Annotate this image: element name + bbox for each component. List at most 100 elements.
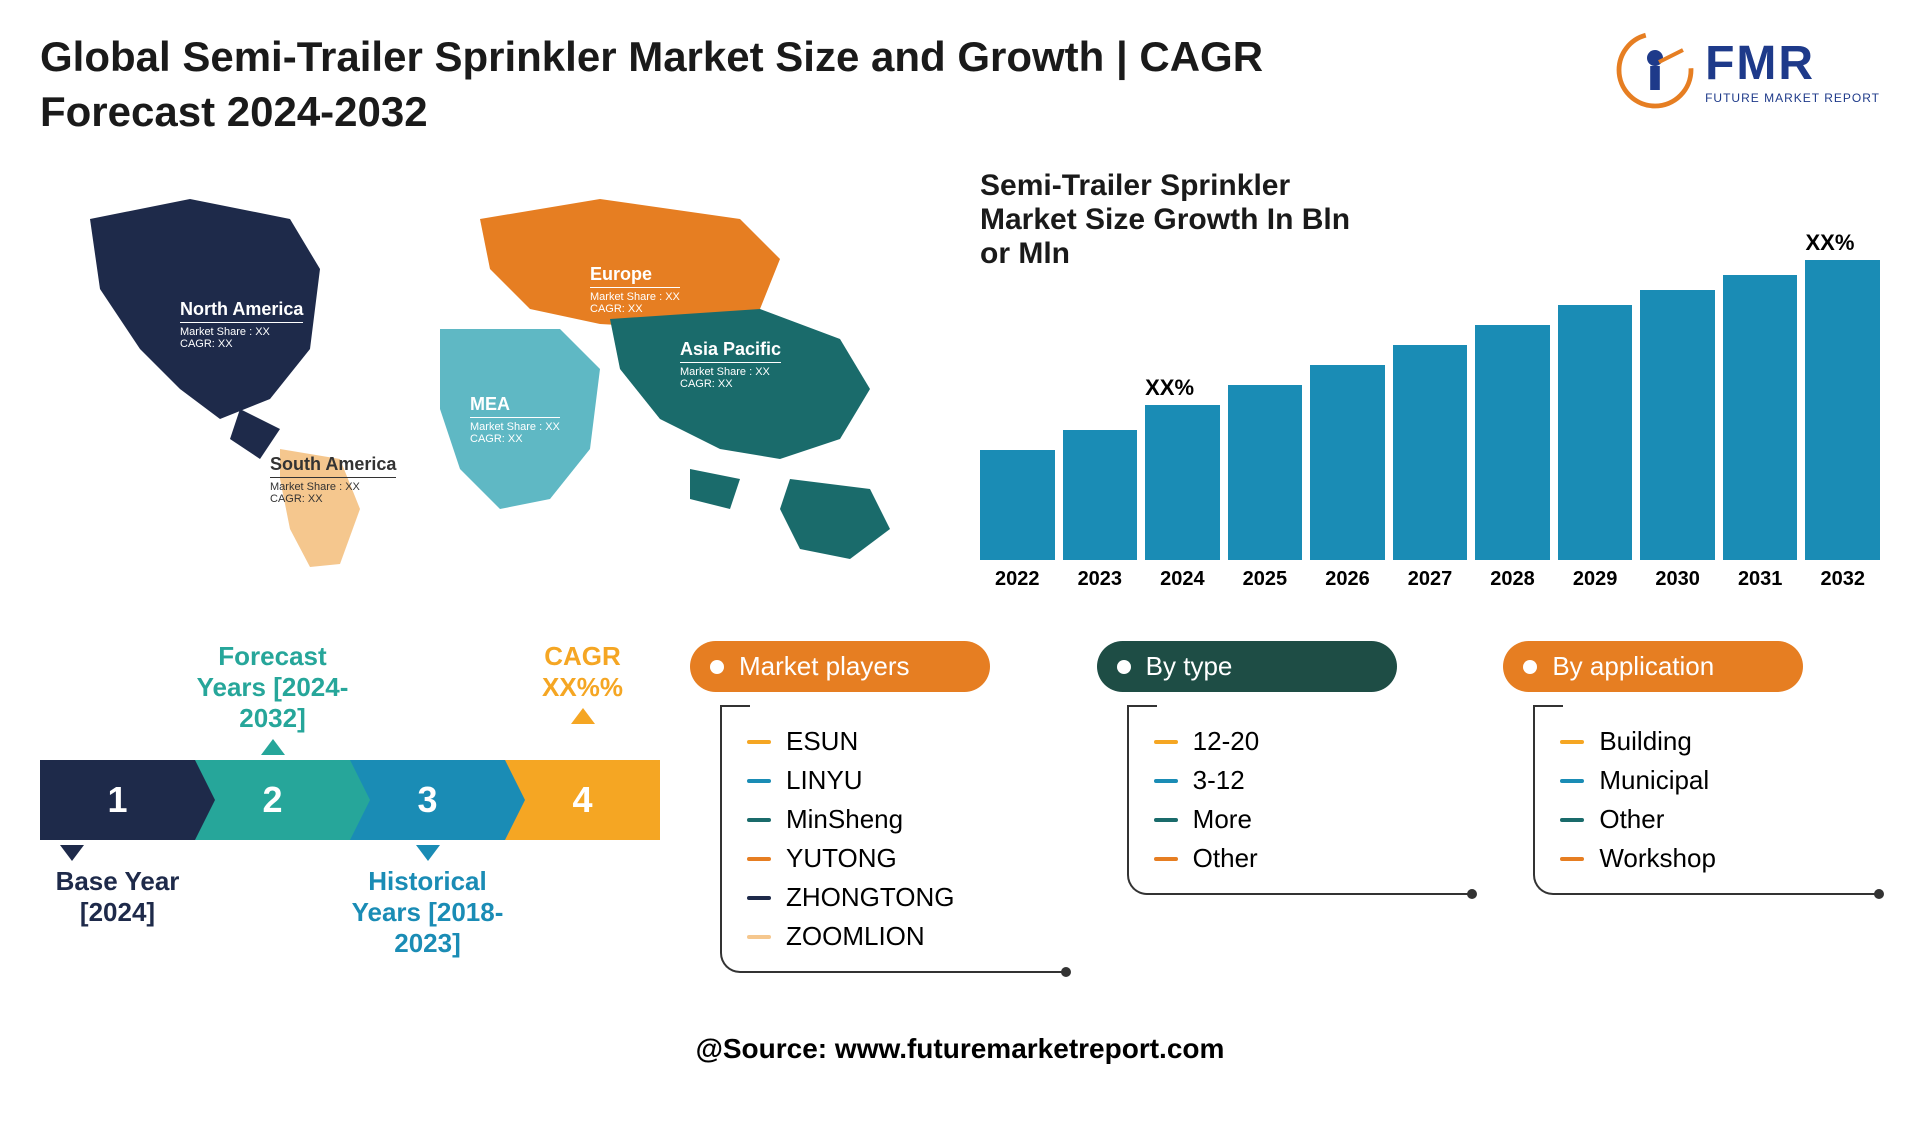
region-cagr: CAGR: XX [470, 433, 560, 445]
tick-icon [1154, 857, 1178, 861]
tick-icon [1154, 740, 1178, 744]
bar-year-label: 2024 [1160, 568, 1205, 591]
list-item: Building [1560, 722, 1880, 761]
pill-dot-icon [1117, 660, 1131, 674]
region-name: Asia Pacific [680, 339, 781, 363]
tick-icon [1154, 818, 1178, 822]
category-title: By type [1146, 651, 1233, 682]
region-label: South America Market Share : XX CAGR: XX [270, 454, 396, 505]
world-map: North America Market Share : XX CAGR: XX… [40, 169, 940, 569]
list-item: MinSheng [747, 800, 1067, 839]
bar-year-label: 2027 [1408, 568, 1453, 591]
logo-text: FMR FUTURE MARKET REPORT [1705, 36, 1880, 105]
tick-icon [1154, 779, 1178, 783]
region-name: South America [270, 454, 396, 478]
list-item-label: ZOOMLION [786, 921, 925, 952]
region-cagr: CAGR: XX [680, 378, 781, 390]
timeline-seg-1: 1 [40, 760, 195, 840]
list-item: Other [1560, 800, 1880, 839]
bar [1640, 290, 1715, 560]
list-item-label: 12-20 [1193, 726, 1260, 757]
pill-dot-icon [1523, 660, 1537, 674]
bar-column: 2025 [1228, 385, 1303, 591]
category-bracket: ESUNLINYU MinSheng YUTONG ZHONGTONG ZOOMLION [720, 707, 1067, 973]
list-item: Other [1154, 839, 1474, 878]
category-bracket: 12-203-12MoreOther [1127, 707, 1474, 895]
bar-year-label: 2022 [995, 568, 1040, 591]
bar-year-label: 2025 [1243, 568, 1288, 591]
logo: FMR FUTURE MARKET REPORT [1615, 30, 1880, 110]
bar-year-label: 2029 [1573, 568, 1618, 591]
cagr-label: CAGR XX%% [505, 641, 660, 703]
arrow-up-icon [261, 739, 285, 755]
region-label: North America Market Share : XX CAGR: XX [180, 299, 303, 350]
tick-icon [1560, 818, 1584, 822]
region-share: Market Share : XX [470, 421, 560, 433]
tick-icon [1560, 740, 1584, 744]
bar-column: 2022 [980, 450, 1055, 591]
bar-chart: 20222023XX%20242025202620272028202920302… [980, 281, 1880, 591]
category-bracket: BuildingMunicipalOtherWorkshop [1533, 707, 1880, 895]
bar-year-label: 2028 [1490, 568, 1535, 591]
list-item-label: YUTONG [786, 843, 897, 874]
logo-subtitle: FUTURE MARKET REPORT [1705, 91, 1880, 105]
list-item: LINYU [747, 761, 1067, 800]
category-title: By application [1552, 651, 1714, 682]
region-share: Market Share : XX [180, 326, 303, 338]
region-name: North America [180, 299, 303, 323]
tick-icon [747, 857, 771, 861]
bar-column: 2031 [1723, 275, 1798, 591]
list-item-label: Building [1599, 726, 1692, 757]
bar-year-label: 2030 [1655, 568, 1700, 591]
tick-icon [747, 818, 771, 822]
tick-icon [747, 896, 771, 900]
list-item-label: Municipal [1599, 765, 1709, 796]
tick-icon [747, 740, 771, 744]
bar-column: XX%2032 [1805, 260, 1880, 591]
list-item-label: MinSheng [786, 804, 903, 835]
bar: XX% [1805, 260, 1880, 560]
bar-column: 2027 [1393, 345, 1468, 591]
region-share: Market Share : XX [270, 481, 396, 493]
top-section: North America Market Share : XX CAGR: XX… [40, 169, 1880, 591]
bar [1228, 385, 1303, 560]
tick-icon [1560, 857, 1584, 861]
source-text: @Source: www.futuremarketreport.com [40, 1033, 1880, 1065]
bar-column: 2023 [1063, 430, 1138, 591]
categories: Market playersESUNLINYUMinShengYUTONGZHO… [690, 641, 1880, 973]
list-item: Municipal [1560, 761, 1880, 800]
bar [1063, 430, 1138, 560]
region-label: MEA Market Share : XX CAGR: XX [470, 394, 560, 445]
tick-icon [747, 935, 771, 939]
bar-annotation: XX% [1145, 375, 1194, 401]
bottom-section: Forecast Years [2024-2032] CAGR XX%% 1 2… [40, 641, 1880, 973]
region-name: MEA [470, 394, 560, 418]
bar-column: XX%2024 [1145, 405, 1220, 591]
bar [1393, 345, 1468, 560]
category-pill: By application [1503, 641, 1803, 692]
bar-year-label: 2031 [1738, 568, 1783, 591]
timeline-seg-3: 3 [350, 760, 505, 840]
arrow-up-icon [571, 708, 595, 724]
category-pill: By type [1097, 641, 1397, 692]
bar [1310, 365, 1385, 560]
fmr-logo-icon [1615, 30, 1695, 110]
region-cagr: CAGR: XX [590, 303, 680, 315]
base-year-label: Base Year [2024] [40, 866, 195, 928]
list-item: ESUN [747, 722, 1067, 761]
arrow-down-icon [416, 845, 440, 861]
bar-column: 2030 [1640, 290, 1715, 591]
timeline-seg-4: 4 [505, 760, 660, 840]
bar-chart-area: Semi-Trailer Sprinkler Market Size Growt… [980, 169, 1880, 591]
list-item: YUTONG [747, 839, 1067, 878]
category-box: By applicationBuildingMunicipalOtherWork… [1503, 641, 1880, 973]
category-box: Market playersESUNLINYUMinShengYUTONGZHO… [690, 641, 1067, 973]
tick-icon [747, 779, 771, 783]
list-item-label: Other [1193, 843, 1258, 874]
page-title: Global Semi-Trailer Sprinkler Market Siz… [40, 30, 1340, 139]
bar [980, 450, 1055, 560]
tick-icon [1560, 779, 1584, 783]
list-item: ZHONGTONG [747, 878, 1067, 917]
bar-column: 2028 [1475, 325, 1550, 591]
list-item-label: More [1193, 804, 1252, 835]
